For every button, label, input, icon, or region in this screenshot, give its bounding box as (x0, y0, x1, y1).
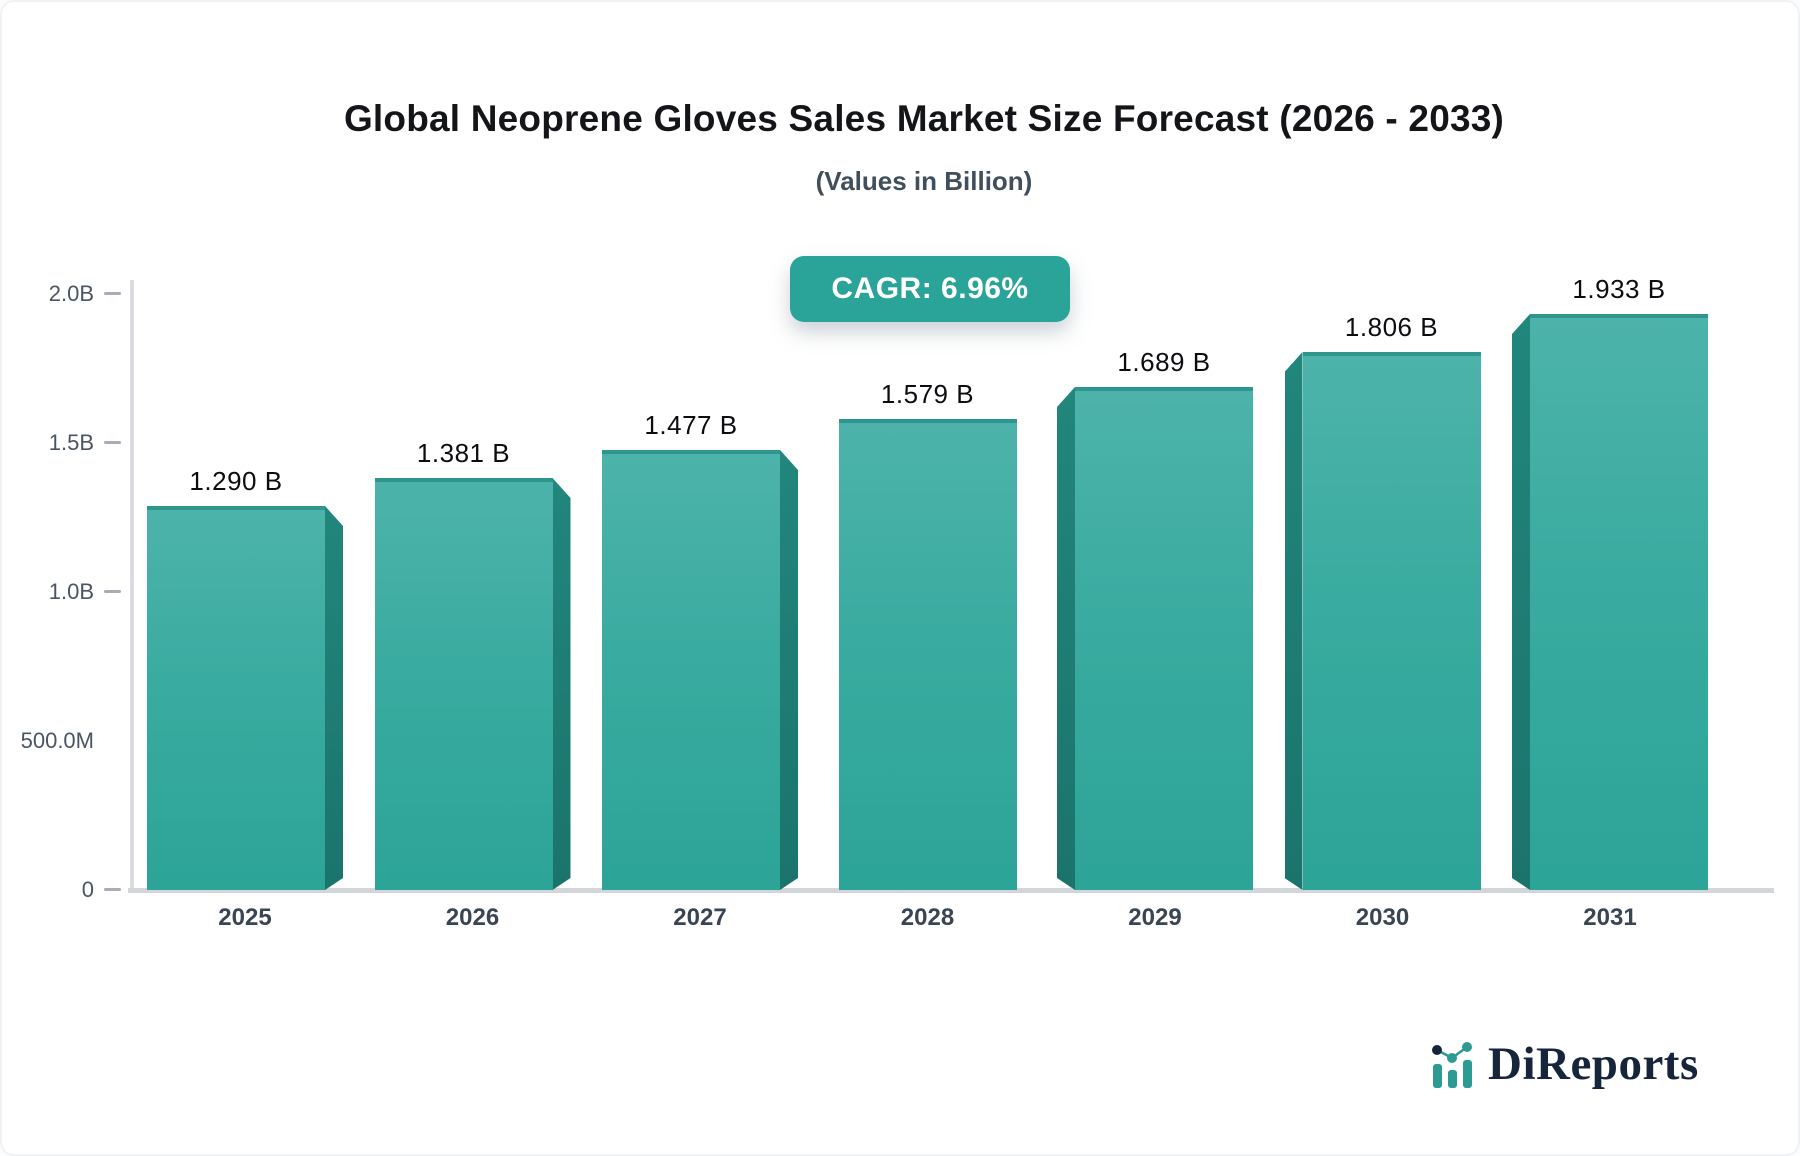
bar-2025 (147, 506, 343, 890)
y-axis-tick-mark (104, 590, 121, 593)
bar-value-label: 1.689 B (1117, 347, 1211, 377)
bar-2029 (1057, 387, 1253, 890)
chart-title: Global Neoprene Gloves Sales Market Size… (343, 98, 1505, 139)
bar-face-2031 (1530, 314, 1708, 890)
x-axis-label: 2029 (1128, 904, 1182, 931)
bar-side-face-2030 (1285, 352, 1303, 890)
bar-face-2028 (838, 419, 1017, 890)
bar-face-2029 (1075, 387, 1253, 890)
y-axis-tick-label: 500.0M (20, 728, 94, 753)
bar-2031 (1512, 314, 1708, 890)
bar-side-face-2029 (1057, 387, 1075, 890)
bar-side-face-2031 (1512, 314, 1530, 890)
y-axis-tick-label: 2.0B (48, 281, 94, 306)
bar-face-2027 (602, 450, 780, 890)
direports-logo: DiReports (1432, 1040, 1699, 1088)
x-axis-label: 2031 (1583, 904, 1637, 931)
bar-face-2030 (1302, 352, 1481, 890)
bar-2028 (838, 419, 1017, 890)
bar-value-label: 1.806 B (1344, 312, 1439, 342)
bar-side-face-2027 (780, 450, 798, 890)
cagr-badge: CAGR: 6.96% (790, 256, 1070, 322)
cagr-badge-label: CAGR: 6.96% (831, 272, 1029, 305)
x-axis-label: 2026 (445, 904, 500, 931)
bar-value-label: 1.381 B (416, 438, 511, 468)
bar-2027 (602, 450, 798, 890)
y-axis-tick-mark (104, 441, 121, 444)
y-axis-tick-label: 1.0B (48, 579, 94, 604)
y-axis-line (130, 280, 134, 893)
x-axis-label: 2028 (900, 904, 955, 931)
x-axis-baseline (128, 888, 1774, 893)
x-axis-label: 2030 (1355, 904, 1410, 931)
bar-face-2025 (147, 506, 325, 890)
y-axis-tick-mark (104, 888, 121, 891)
bar-value-label: 1.477 B (644, 410, 738, 440)
y-axis-tick-label: 1.5B (48, 430, 94, 455)
bar-2026 (374, 478, 571, 890)
bar-side-face-2026 (553, 478, 571, 890)
y-axis-tick-mark (104, 292, 121, 295)
x-axis-label: 2027 (673, 904, 727, 931)
bar-2030 (1285, 352, 1481, 890)
chart-subtitle: (Values in Billion) (815, 166, 1033, 196)
x-axis-label: 2025 (218, 904, 272, 931)
bar-side-face-2025 (325, 506, 343, 890)
y-axis-tick-label: 0 (81, 877, 94, 902)
bar-value-label: 1.290 B (189, 466, 283, 496)
mini-bar-line-chart-icon (1432, 1042, 1472, 1088)
logo-text: DiReports (1488, 1038, 1699, 1090)
bar-face-2026 (374, 478, 553, 890)
bar-value-label: 1.933 B (1572, 274, 1666, 304)
bar-value-label: 1.579 B (880, 379, 975, 409)
